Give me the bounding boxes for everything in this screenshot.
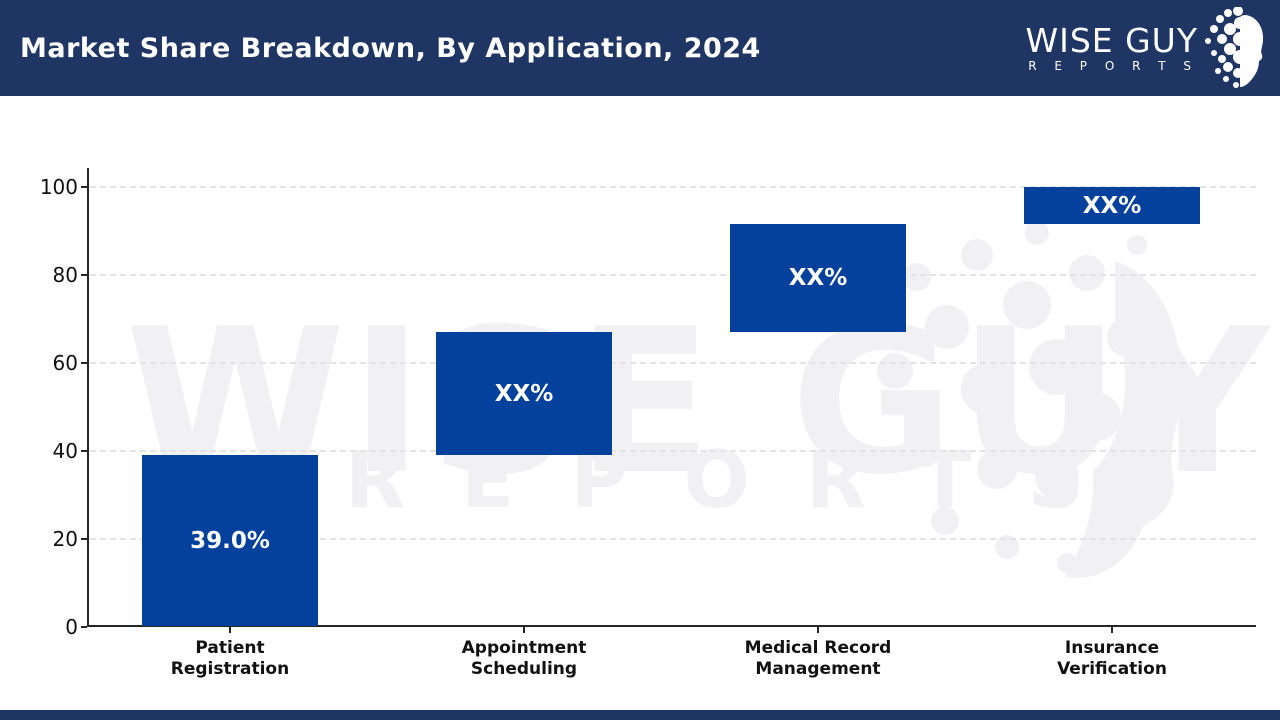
y-axis-line — [87, 168, 89, 627]
y-tick-mark — [81, 449, 87, 452]
footer-bar — [0, 710, 1280, 720]
gridline — [90, 449, 1256, 452]
y-tick-mark — [81, 273, 87, 276]
x-tick-mark — [817, 627, 819, 633]
x-category-line1: Medical Record — [744, 638, 892, 658]
y-tick-mark — [81, 625, 87, 628]
y-tick-mark — [81, 186, 87, 188]
x-tick-mark — [229, 627, 231, 633]
bar-value-label: 39.0% — [190, 527, 270, 554]
gridline — [90, 186, 1256, 188]
x-category-line2: Verification — [1057, 659, 1167, 679]
gridline — [90, 537, 1256, 540]
y-tick-mark — [81, 361, 87, 364]
x-category-label: Medical Record Management — [708, 638, 928, 680]
brand-logo-line1: WISE GUY — [1025, 21, 1198, 60]
page-title: Market Share Breakdown, By Application, … — [20, 32, 761, 64]
x-category-line1: Patient — [195, 638, 265, 658]
brand-logo-text: WISE GUY R E P O R T S — [1025, 24, 1198, 74]
x-category-label: Patient Registration — [120, 638, 340, 680]
x-category-label: Insurance Verification — [1002, 638, 1222, 680]
bar-value-label: XX% — [1082, 192, 1142, 219]
y-tick-mark — [81, 537, 87, 540]
x-axis-line — [87, 625, 1256, 627]
header-bar: Market Share Breakdown, By Application, … — [0, 0, 1280, 96]
bar-medical-record-management: XX% — [730, 224, 906, 333]
x-category-line2: Management — [755, 659, 881, 679]
y-tick-label: 60 — [52, 350, 78, 375]
x-category-line2: Registration — [170, 659, 290, 679]
y-tick-label: 80 — [52, 262, 78, 287]
plot-area: WISE GUY REPORTS 0 20 40 60 — [0, 96, 1280, 710]
y-tick-label: 20 — [52, 526, 78, 551]
x-category-line2: Scheduling — [470, 659, 578, 679]
bar-appointment-scheduling: XX% — [436, 332, 612, 456]
bar-value-label: XX% — [788, 265, 848, 292]
x-category-line1: Appointment — [461, 638, 587, 658]
y-tick-label: 100 — [39, 175, 78, 199]
bar-value-label: XX% — [494, 380, 554, 407]
x-tick-mark — [1111, 627, 1113, 633]
brand-logo-line2: R E P O R T S — [1028, 59, 1198, 73]
wise-guy-face-icon — [1205, 7, 1264, 88]
y-tick-label: 40 — [52, 438, 78, 463]
x-category-line1: Insurance — [1064, 638, 1160, 658]
y-tick-label: 0 — [65, 614, 78, 639]
gridline — [90, 361, 1256, 364]
gridline — [90, 273, 1256, 276]
watermark-face-icon — [877, 221, 1182, 578]
bar-insurance-verification: XX% — [1024, 187, 1200, 225]
x-category-label: Appointment Scheduling — [414, 638, 634, 680]
bar-patient-registration: 39.0% — [142, 455, 318, 627]
x-tick-mark — [523, 627, 525, 633]
brand-logo: WISE GUY R E P O R T S — [1006, 6, 1266, 92]
